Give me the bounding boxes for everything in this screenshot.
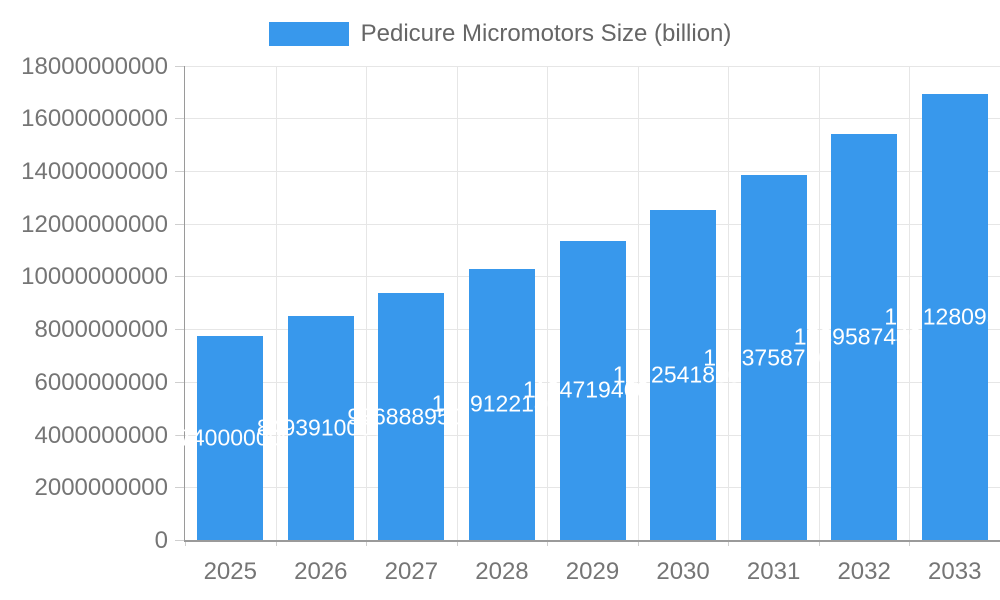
x-tick-label: 2025 [203,558,257,585]
y-tick-label: 12000000000 [21,210,168,238]
y-tick-label: 0 [154,527,168,554]
x-tick-label: 2031 [746,558,801,585]
bar-value-label: 15395874400 [793,323,935,350]
v-gridline [547,65,549,540]
y-tick-label: 18000000000 [21,52,168,80]
x-tick-mark [185,540,186,546]
bar [740,175,807,540]
v-gridline [456,65,458,540]
chart-legend: Pedicure Micromotors Size (billion) [0,20,1000,48]
y-tick-mark [175,381,185,383]
h-gridline [185,223,1000,225]
y-tick-label: 8000000000 [34,316,168,344]
y-tick-mark [175,487,185,489]
x-axis-line [184,540,1000,542]
x-tick-mark [818,540,820,546]
x-tick-label: 2028 [475,558,529,585]
x-tick-label: 2026 [294,558,348,585]
y-tick-mark [175,170,185,172]
y-axis-line [183,65,185,540]
v-gridline [728,65,730,540]
bar-value-label: 10291221800 [431,390,573,417]
bar-value-label: 9368889500 [347,403,476,429]
y-tick-mark [175,276,185,278]
bar [378,293,445,540]
y-tick-mark [175,434,185,436]
bar [468,268,535,540]
x-tick-label: 2032 [837,558,891,585]
y-tick-label: 6000000000 [34,368,168,396]
bar-value-label: 8493910000 [256,414,385,441]
x-tick-mark [456,540,458,546]
v-gridline [366,65,368,540]
x-tick-label: 2029 [565,558,620,585]
y-tick-label: 16000000000 [21,105,168,133]
h-gridline [185,65,1000,67]
bar [650,209,717,540]
bar-value-label: 13837587100 [703,344,844,371]
bar-value-label: 7740000000 [166,424,295,451]
x-tick-mark [909,540,911,546]
y-tick-label: 10000000000 [21,263,168,291]
y-tick-mark [175,540,185,541]
h-gridline [185,170,1000,172]
v-gridline [818,65,820,540]
y-tick-label: 4000000000 [34,421,168,449]
bar-value-label: 16912809500 [884,303,1000,330]
bar [559,240,626,540]
x-tick-label: 2027 [384,558,439,585]
bar [287,316,354,540]
y-tick-mark [175,65,185,67]
y-tick-mark [175,223,185,225]
legend-label[interactable]: Pedicure Micromotors Size (billion) [360,20,732,47]
x-tick-mark [366,540,368,546]
x-tick-mark [637,540,639,546]
x-tick-mark [728,540,730,546]
x-tick-label: 2033 [928,558,982,585]
y-tick-mark [175,329,185,331]
x-tick-mark [275,540,277,546]
bar-value-label: 12525418300 [612,361,754,388]
bar [831,134,898,540]
x-tick-mark [547,540,549,546]
bar [197,335,264,540]
bar [921,94,988,540]
h-gridline [185,118,1000,120]
v-gridline [637,65,639,540]
bar-value-label: 11347194600 [523,376,662,403]
x-tick-label: 2030 [656,558,710,585]
y-tick-label: 2000000000 [34,474,168,502]
legend-swatch[interactable] [268,22,349,46]
v-gridline [909,65,911,540]
y-tick-label: 14000000000 [21,157,168,185]
v-gridline [275,65,277,540]
y-tick-mark [175,118,185,120]
